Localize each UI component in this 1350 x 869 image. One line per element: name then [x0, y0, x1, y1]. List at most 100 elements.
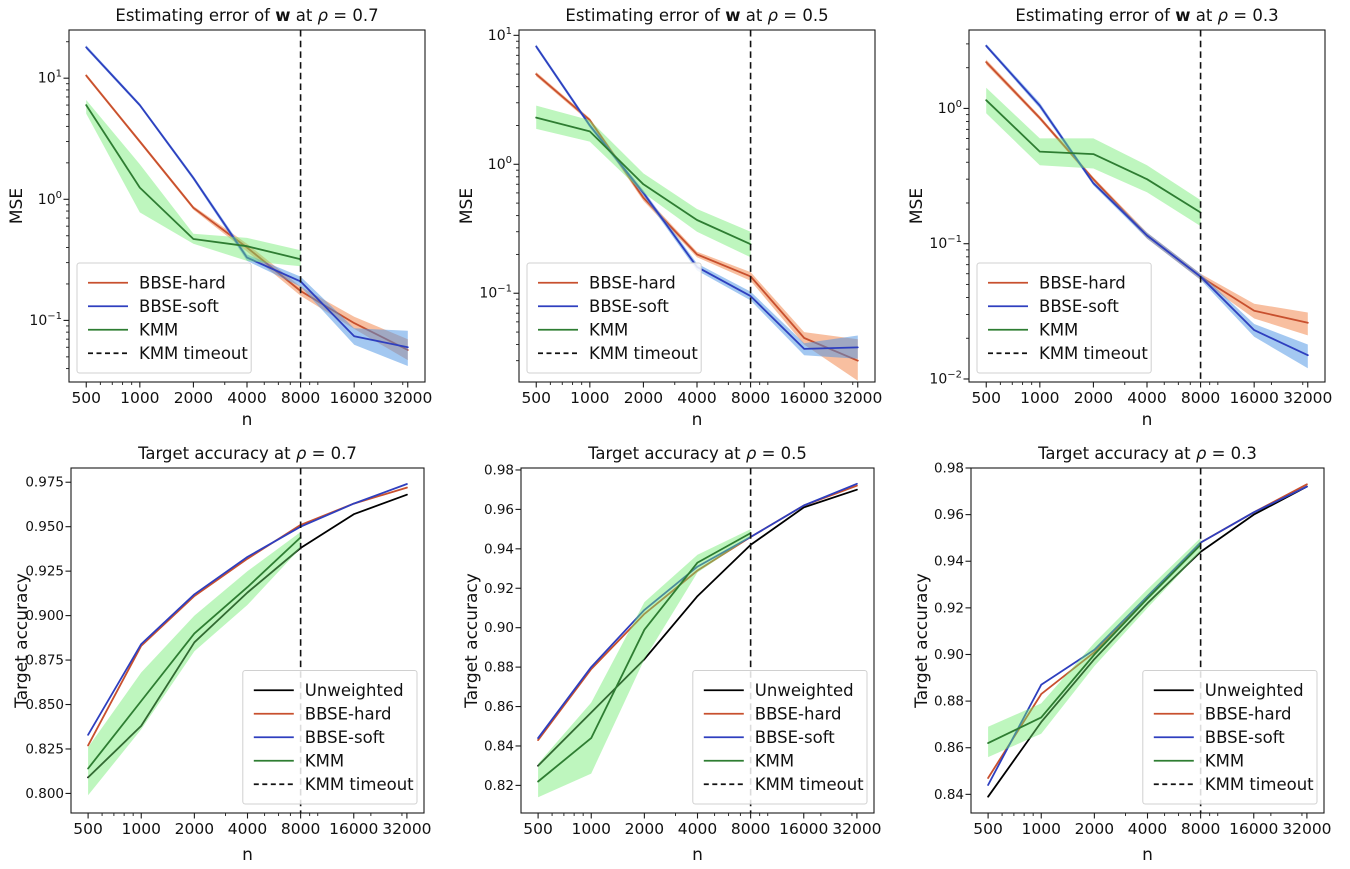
- legend-label: Unweighted: [305, 681, 404, 700]
- series-line-kmm: [537, 532, 752, 783]
- legend: Unweighted BBSE-hard BBSE-soft KMM KMM timeo…: [692, 670, 868, 805]
- legend: BBSE-hard BBSE-soft KMM KMM timeout: [76, 262, 252, 374]
- series-line-bbse-hard: [85, 74, 409, 351]
- x-tick-label: 8000: [281, 389, 320, 407]
- x-tick-label: 500: [971, 389, 1001, 407]
- y-tick-label: 0.96: [484, 502, 514, 518]
- y-tick-label: 10−1: [29, 311, 62, 329]
- legend-label: KMM timeout: [1039, 344, 1148, 363]
- legend-label: KMM: [139, 320, 178, 339]
- series-line-unweighted: [537, 488, 858, 767]
- y-tick-label: 0.925: [25, 564, 64, 580]
- chart-target-accuracy-rho-0.5: 500 1000 2000 4000 8000 16000 32000 0.82 0.84 0.8…: [462, 444, 882, 865]
- x-tick-label: 1000: [570, 389, 609, 407]
- x-tick-label: 500: [523, 820, 553, 838]
- legend-label: KMM timeout: [589, 344, 698, 363]
- subplot-accuracy-rho-0.7: 500 1000 2000 4000 8000 16000 32000 0.800 0.825 0…: [0, 435, 450, 869]
- subplot-mse-rho-0.7: 500 1000 2000 4000 8000 16000 32000 101 100 10−1 E…: [0, 0, 450, 435]
- x-tick-label: 1000: [122, 820, 161, 838]
- x-tick-label: 32000: [1282, 820, 1331, 838]
- x-tick-label: 2000: [625, 820, 664, 838]
- x-tick-label: 16000: [330, 389, 379, 407]
- y-tick-label: 100: [38, 190, 62, 208]
- legend-label: BBSE-hard: [305, 704, 392, 723]
- x-tick-label: 32000: [382, 820, 431, 838]
- chart-title: Target accuracy at ρ = 0.7: [137, 444, 357, 463]
- x-axis-label: n: [242, 845, 253, 865]
- y-axis-label: Target accuracy: [12, 573, 32, 709]
- y-tick-label: 0.950: [25, 519, 64, 535]
- y-tick-label: 0.88: [934, 694, 964, 710]
- y-tick-label: 0.92: [484, 581, 514, 597]
- legend-label: BBSE-soft: [305, 728, 385, 747]
- x-tick-label: 2000: [1074, 389, 1113, 407]
- subplot-mse-rho-0.3: 500 1000 2000 4000 8000 16000 32000 100 10−1 10−2…: [900, 0, 1350, 435]
- y-tick-label: 101: [38, 69, 62, 87]
- legend-label: BBSE-hard: [139, 273, 226, 292]
- legend: BBSE-hard BBSE-soft KMM KMM timeout: [526, 262, 702, 374]
- x-tick-label: 32000: [833, 389, 882, 407]
- y-tick-label: 0.94: [484, 541, 514, 557]
- legend-label: BBSE-hard: [1205, 704, 1292, 723]
- chart-estimating-error-rho-0.5: 500 1000 2000 4000 8000 16000 32000 101 100 10−1 E…: [457, 6, 882, 430]
- y-tick-label: 100: [938, 99, 962, 117]
- y-tick-label: 0.96: [934, 507, 964, 523]
- chart-estimating-error-rho-0.7: 500 1000 2000 4000 8000 16000 32000 101 100 10−1 E…: [7, 6, 432, 430]
- x-tick-label: 4000: [677, 389, 716, 407]
- series-line-kmm: [85, 104, 302, 261]
- legend-label: BBSE-soft: [139, 297, 219, 316]
- chart-title: Estimating error of w at ρ = 0.3: [1015, 6, 1278, 25]
- series-line-unweighted: [87, 493, 408, 779]
- y-tick-label: 0.825: [25, 741, 64, 757]
- x-tick-label: 1000: [1020, 389, 1059, 407]
- x-tick-label: 16000: [779, 820, 828, 838]
- legend-label: KMM timeout: [1205, 775, 1314, 794]
- series-line-bbse-soft: [537, 482, 858, 740]
- x-tick-label: 1000: [572, 820, 611, 838]
- y-tick-label: 0.86: [484, 699, 514, 715]
- x-tick-label: 16000: [1229, 820, 1278, 838]
- y-tick-label: 0.90: [484, 620, 514, 636]
- y-tick-label: 0.94: [934, 554, 964, 570]
- x-tick-label: 4000: [1128, 820, 1167, 838]
- legend-label: KMM timeout: [305, 775, 414, 794]
- series-line-kmm: [985, 99, 1202, 214]
- y-tick-label: 0.850: [25, 697, 64, 713]
- legend-label: KMM timeout: [755, 775, 864, 794]
- y-tick-label: 100: [488, 155, 512, 173]
- y-tick-label: 0.98: [934, 461, 964, 477]
- y-tick-label: 0.88: [484, 660, 514, 676]
- chart-title: Target accuracy at ρ = 0.3: [1037, 444, 1257, 463]
- x-tick-label: 2000: [624, 389, 663, 407]
- y-tick-label: 0.98: [484, 462, 514, 478]
- y-axis-label: Target accuracy: [462, 573, 482, 709]
- chart-title: Target accuracy at ρ = 0.5: [587, 444, 807, 463]
- chart-title: Estimating error of w at ρ = 0.5: [565, 6, 828, 25]
- x-axis-label: n: [692, 410, 703, 430]
- subplot-mse-rho-0.5: 500 1000 2000 4000 8000 16000 32000 101 100 10−1 E…: [450, 0, 900, 435]
- subplot-accuracy-rho-0.3: 500 1000 2000 4000 8000 16000 32000 0.84 0.86 0.8…: [900, 435, 1350, 869]
- y-tick-label: 10−1: [929, 234, 962, 252]
- series-line-unweighted: [987, 485, 1308, 798]
- series-line-kmm: [535, 116, 752, 246]
- x-tick-label: 16000: [329, 820, 378, 838]
- y-tick-label: 0.900: [25, 608, 64, 624]
- x-tick-label: 8000: [731, 820, 770, 838]
- x-tick-label: 2000: [175, 820, 214, 838]
- legend-label: Unweighted: [1205, 681, 1304, 700]
- legend-label: BBSE-soft: [1039, 297, 1119, 316]
- x-tick-label: 1000: [120, 389, 159, 407]
- series-line-kmm: [87, 536, 302, 770]
- series-line-bbse-soft: [985, 45, 1309, 357]
- legend-label: BBSE-hard: [589, 273, 676, 292]
- x-tick-label: 8000: [1181, 389, 1220, 407]
- x-tick-label: 16000: [1230, 389, 1279, 407]
- x-tick-label: 500: [73, 820, 103, 838]
- legend-label: KMM: [1205, 751, 1244, 770]
- y-tick-label: 0.875: [25, 653, 64, 669]
- x-axis-label: n: [242, 410, 253, 430]
- y-tick-label: 0.86: [934, 740, 964, 756]
- y-tick-label: 101: [488, 26, 512, 44]
- legend-label: KMM: [589, 320, 628, 339]
- y-axis-label: Target accuracy: [912, 573, 932, 709]
